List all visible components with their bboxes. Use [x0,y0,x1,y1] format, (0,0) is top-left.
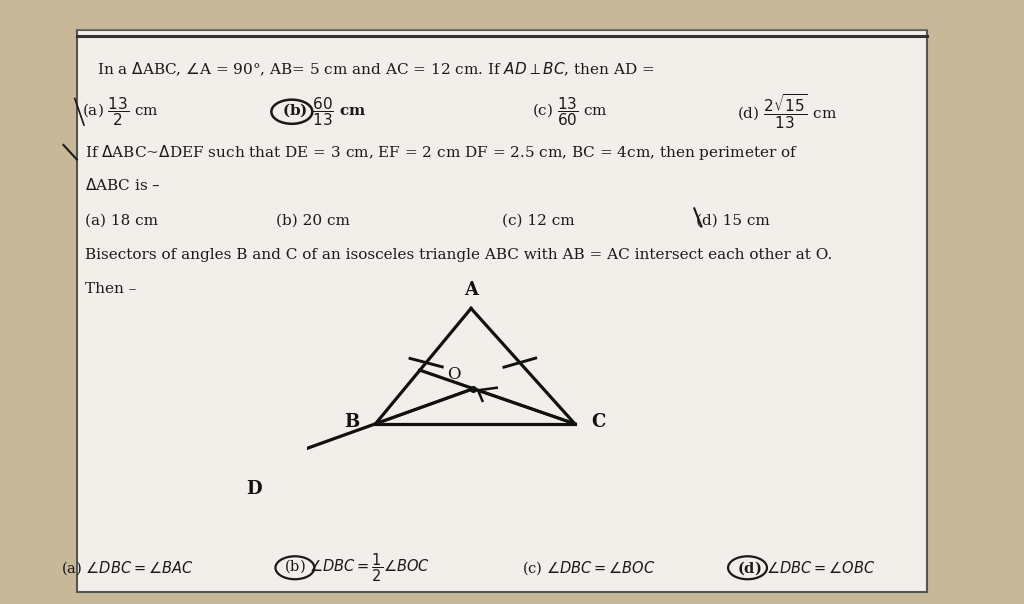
Text: (d) $\angle DBC = \angle OBC$: (d) $\angle DBC = \angle OBC$ [737,559,876,577]
Text: (c) $\angle DBC = \angle BOC$: (c) $\angle DBC = \angle BOC$ [522,559,656,577]
Text: $\Delta$ABC is –: $\Delta$ABC is – [85,178,161,193]
Text: (a) $\angle DBC = \angle BAC$: (a) $\angle DBC = \angle BAC$ [61,559,195,577]
Text: Bisectors of angles B and C of an isosceles triangle ABC with AB = AC intersect : Bisectors of angles B and C of an isosce… [85,248,833,262]
Text: (c) 12 cm: (c) 12 cm [502,213,574,228]
Text: If $\Delta$ABC~$\Delta$DEF such that DE = 3 cm, EF = 2 cm DF = 2.5 cm, BC = 4cm,: If $\Delta$ABC~$\Delta$DEF such that DE … [85,143,799,162]
Text: C: C [591,413,605,431]
Text: O: O [447,365,461,382]
Text: (b) $\angle DBC = \dfrac{1}{2}\angle BOC$: (b) $\angle DBC = \dfrac{1}{2}\angle BOC… [284,551,430,584]
Text: B: B [344,413,359,431]
Text: Then –: Then – [85,281,136,296]
Text: (b) 20 cm: (b) 20 cm [276,213,350,228]
FancyBboxPatch shape [77,30,927,592]
Text: (a) $\dfrac{13}{2}$ cm: (a) $\dfrac{13}{2}$ cm [82,95,159,128]
Text: (d) 15 cm: (d) 15 cm [696,213,770,228]
Text: (b) $\dfrac{60}{13}$ cm: (b) $\dfrac{60}{13}$ cm [282,95,366,128]
Text: (d) $\dfrac{2\sqrt{15}}{13}$ cm: (d) $\dfrac{2\sqrt{15}}{13}$ cm [737,92,838,131]
Text: D: D [247,480,262,498]
Text: (a) 18 cm: (a) 18 cm [85,213,158,228]
Text: (c) $\dfrac{13}{60}$ cm: (c) $\dfrac{13}{60}$ cm [532,95,608,128]
Text: In a $\Delta$ABC, $\angle$A = 90°, AB= 5 cm and AC = 12 cm. If $AD \perp BC$, th: In a $\Delta$ABC, $\angle$A = 90°, AB= 5… [97,61,654,78]
Text: A: A [464,281,478,299]
